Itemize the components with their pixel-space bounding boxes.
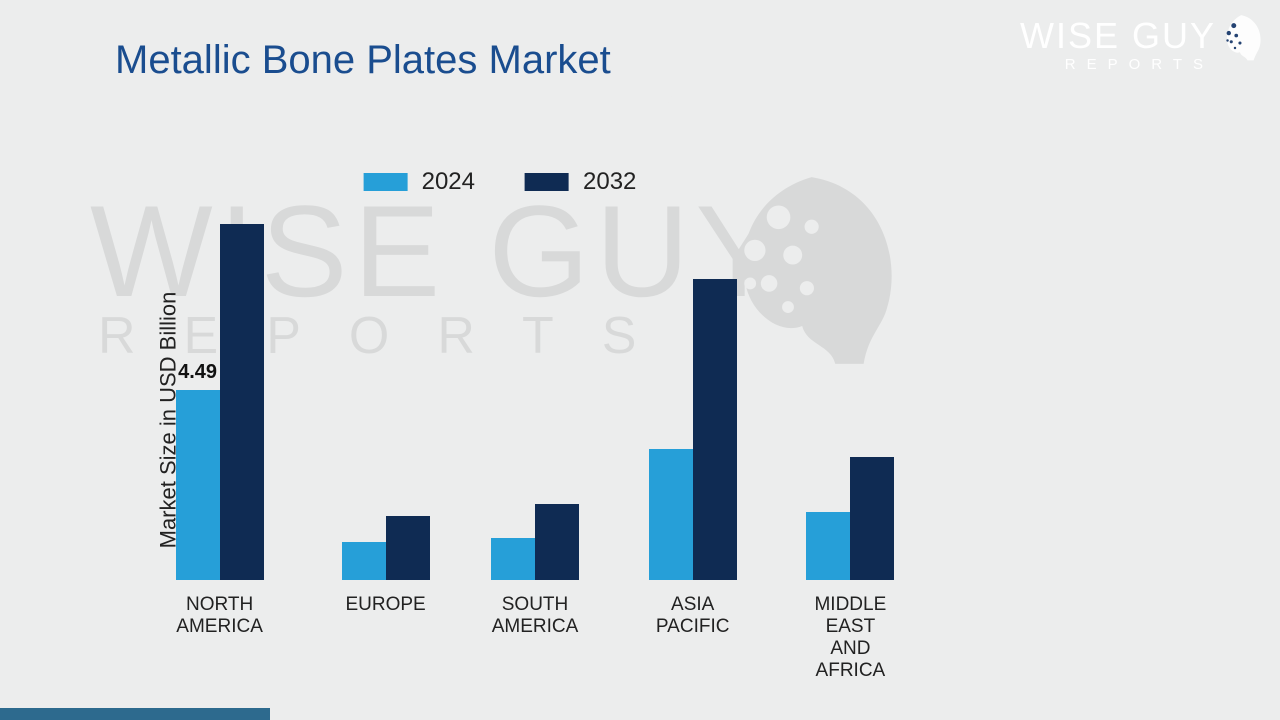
legend-item-2032: 2032 (525, 168, 636, 196)
x-axis-labels: NORTHAMERICA EUROPE SOUTHAMERICA ASIAPACIFI… (120, 590, 950, 690)
bar-group (491, 504, 579, 580)
legend-item-2024: 2024 (364, 168, 475, 196)
bar-2032 (693, 279, 737, 580)
bar-2032 (386, 516, 430, 580)
chart-title: Metallic Bone Plates Market (115, 38, 611, 83)
bar-2024 (649, 449, 693, 580)
bar-chart: Market Size in USD Billion 2024 2032 4.4… (50, 150, 950, 690)
page: WISE GUY REPORTS Metallic Bone Plates Ma… (0, 0, 1280, 720)
bar-2032 (220, 224, 264, 580)
bar-2032 (850, 457, 894, 580)
legend-label-2024: 2024 (422, 168, 475, 196)
bar-2024 (176, 390, 220, 580)
legend-swatch-2024 (364, 173, 408, 191)
bottom-accent-bar (0, 708, 270, 720)
bar-2024 (491, 538, 535, 580)
bar-group (342, 516, 430, 580)
x-axis-label: SOUTHAMERICA (465, 594, 605, 638)
x-axis-label: ASIAPACIFIC (623, 594, 763, 638)
legend-swatch-2032 (525, 173, 569, 191)
bar-value-label: 4.49 (178, 361, 217, 384)
bar-group (806, 457, 894, 580)
plot-area: 4.49 (120, 220, 950, 580)
legend: 2024 2032 (364, 168, 637, 196)
logo-text-main: WISE GUY (1020, 18, 1216, 54)
bar-2024 (806, 512, 850, 580)
x-axis-label: EUROPE (316, 594, 456, 616)
bar-2024 (342, 542, 386, 580)
bar-group (176, 224, 264, 580)
logo-text-sub: REPORTS (1020, 56, 1214, 73)
bar-2032 (535, 504, 579, 580)
bar-group (649, 279, 737, 580)
legend-label-2032: 2032 (583, 168, 636, 196)
brand-logo: WISE GUY REPORTS (1020, 18, 1262, 73)
x-axis-label: MIDDLEEASTANDAFRICA (780, 594, 920, 681)
x-axis-label: NORTHAMERICA (150, 594, 290, 638)
